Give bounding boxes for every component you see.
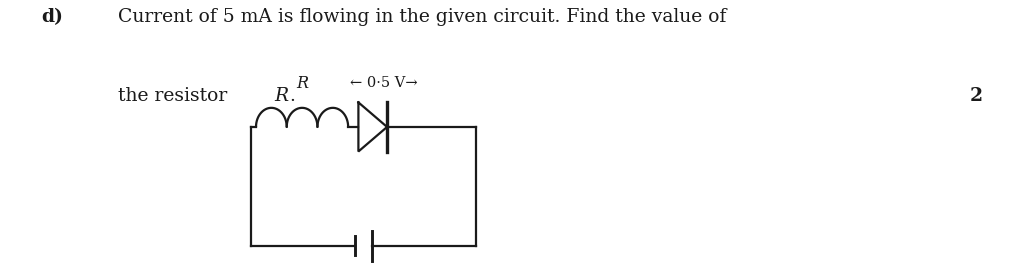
Text: ← 0·5 V→: ← 0·5 V→ bbox=[350, 76, 418, 90]
Text: .: . bbox=[289, 87, 295, 105]
Text: the resistor: the resistor bbox=[118, 87, 233, 105]
Text: R: R bbox=[274, 87, 289, 105]
Text: Current of 5 mA is flowing in the given circuit. Find the value of: Current of 5 mA is flowing in the given … bbox=[118, 8, 726, 26]
Text: R: R bbox=[296, 75, 308, 92]
Text: d): d) bbox=[41, 8, 62, 26]
Text: 2: 2 bbox=[970, 87, 983, 105]
